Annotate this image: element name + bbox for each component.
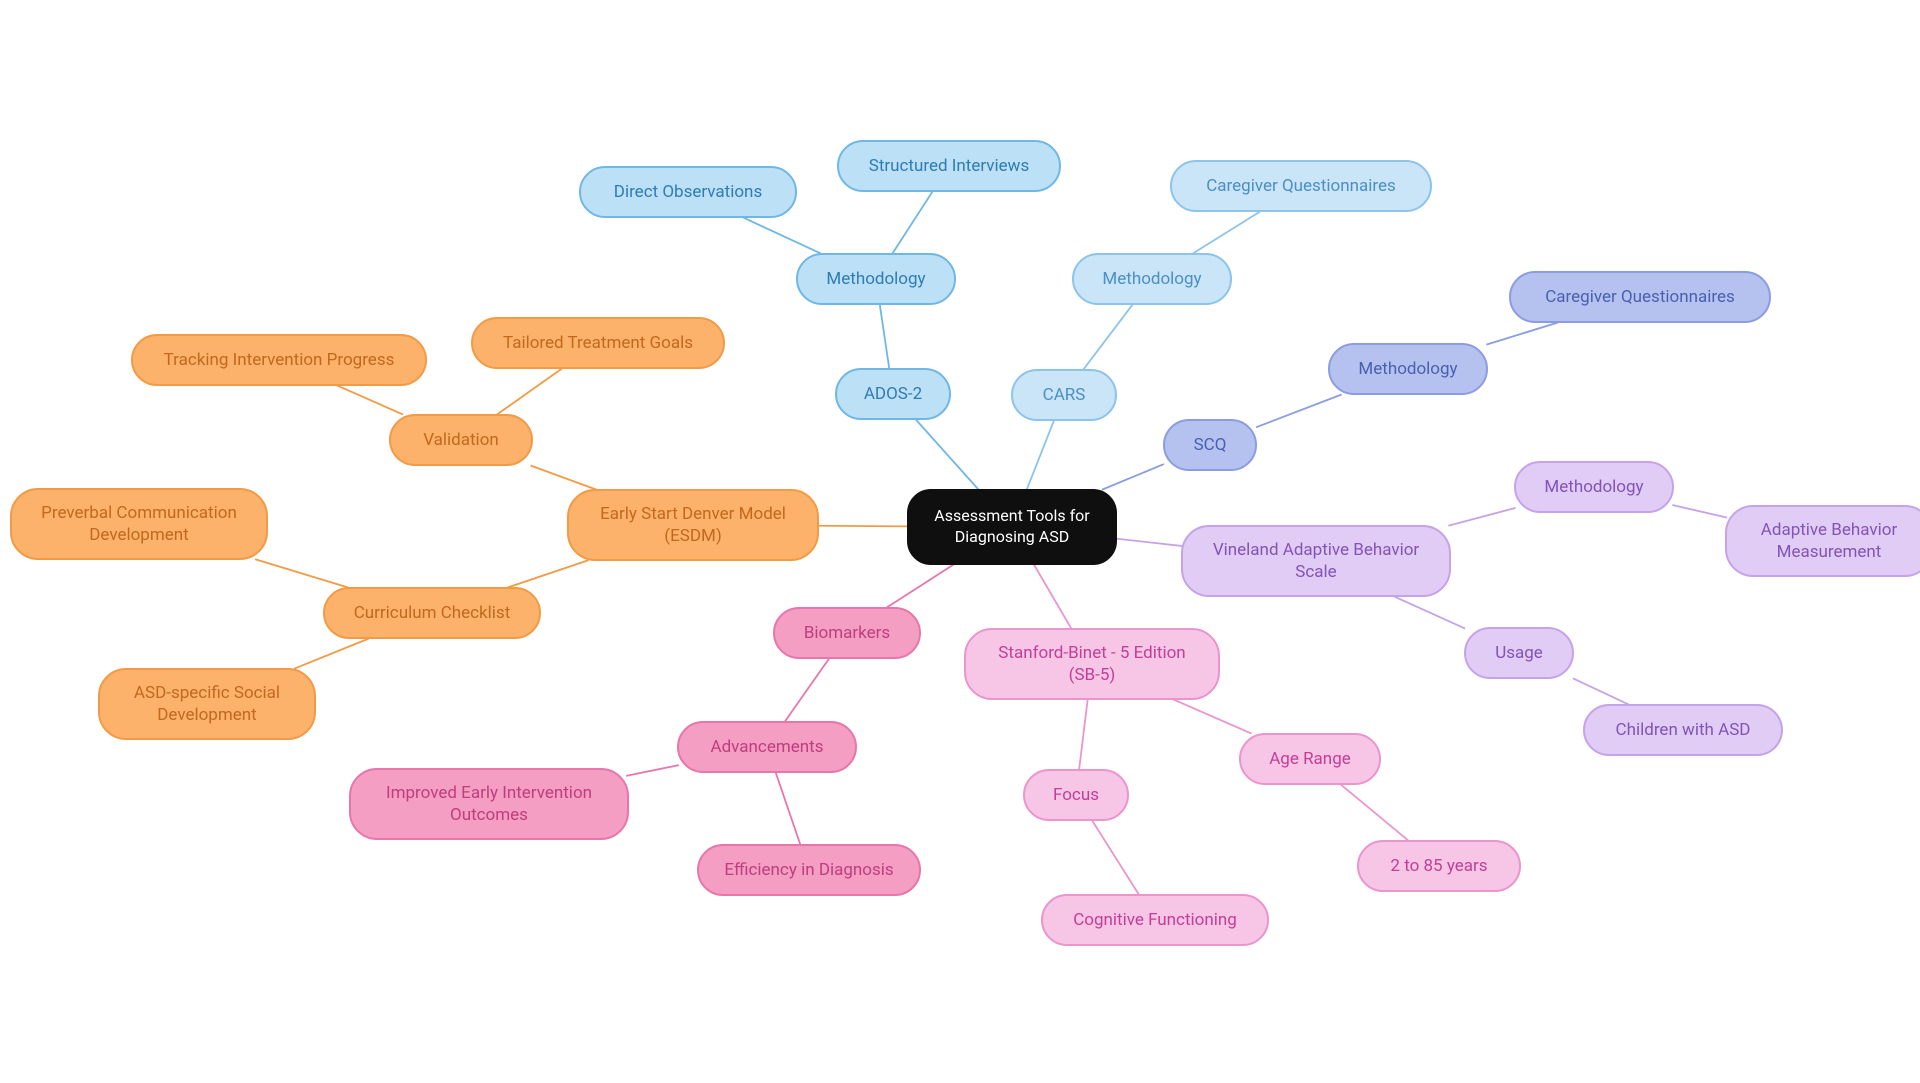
- edge: [1193, 211, 1260, 253]
- node-label: Usage: [1495, 642, 1543, 664]
- edge: [785, 658, 829, 721]
- node-label: Structured Interviews: [869, 155, 1029, 177]
- edge: [887, 564, 954, 607]
- node-vineland: Vineland Adaptive Behavior Scale: [1181, 525, 1451, 597]
- mindmap-canvas: Assessment Tools for Diagnosing ASD ADOS-…: [0, 0, 1920, 1083]
- node-label: Tailored Treatment Goals: [503, 332, 693, 354]
- edge: [1034, 564, 1072, 628]
- node-bio: Biomarkers: [773, 607, 921, 659]
- node-ados2-struct: Structured Interviews: [837, 140, 1061, 192]
- edge: [743, 217, 821, 253]
- root-node: Assessment Tools for Diagnosing ASD: [907, 489, 1117, 565]
- node-label: Tracking Intervention Progress: [164, 349, 395, 371]
- edge: [1672, 505, 1727, 518]
- node-sb5-ageval: 2 to 85 years: [1357, 840, 1521, 892]
- edge: [1092, 820, 1139, 894]
- node-label: Biomarkers: [804, 622, 890, 644]
- node-vine-children: Children with ASD: [1583, 704, 1783, 756]
- edge: [1079, 699, 1088, 769]
- node-esdm-check: Curriculum Checklist: [323, 587, 541, 639]
- node-label: Early Start Denver Model (ESDM): [600, 503, 786, 547]
- node-label: Assessment Tools for Diagnosing ASD: [934, 506, 1089, 548]
- node-label: Methodology: [826, 268, 925, 290]
- node-vine-adapt: Adaptive Behavior Measurement: [1725, 505, 1920, 577]
- edge: [508, 560, 589, 587]
- node-label: Direct Observations: [614, 181, 762, 203]
- edge: [1394, 596, 1465, 628]
- node-label: Improved Early Intervention Outcomes: [386, 782, 592, 826]
- edge: [255, 559, 348, 587]
- node-esdm-val: Validation: [389, 414, 533, 466]
- edge: [1486, 322, 1557, 344]
- node-ados2-direct: Direct Observations: [579, 166, 797, 218]
- node-label: Caregiver Questionnaires: [1545, 286, 1735, 308]
- edge: [1341, 784, 1409, 840]
- node-label: Vineland Adaptive Behavior Scale: [1213, 539, 1419, 583]
- node-cars-careg: Caregiver Questionnaires: [1170, 160, 1432, 212]
- node-ados2-meth: Methodology: [796, 253, 956, 305]
- edge: [294, 638, 369, 668]
- edge: [816, 526, 909, 527]
- node-label: Methodology: [1102, 268, 1201, 290]
- node-bio-eff: Efficiency in Diagnosis: [697, 844, 921, 896]
- node-label: Stanford-Binet - 5 Edition (SB-5): [998, 642, 1185, 686]
- edge: [1115, 539, 1184, 547]
- node-bio-adv: Advancements: [677, 721, 857, 773]
- node-label: SCQ: [1194, 434, 1227, 456]
- node-label: 2 to 85 years: [1390, 855, 1487, 877]
- edge: [337, 385, 403, 414]
- node-esdm-goals: Tailored Treatment Goals: [471, 317, 725, 369]
- node-cars-meth: Methodology: [1072, 253, 1232, 305]
- edge: [1102, 464, 1164, 490]
- node-scq: SCQ: [1163, 419, 1257, 471]
- edge: [880, 304, 889, 368]
- node-sb5-age: Age Range: [1239, 733, 1381, 785]
- node-label: ADOS-2: [864, 383, 922, 405]
- edge: [1173, 699, 1252, 733]
- node-bio-early: Improved Early Intervention Outcomes: [349, 768, 629, 840]
- edge: [1083, 304, 1132, 369]
- node-label: Caregiver Questionnaires: [1206, 175, 1396, 197]
- node-label: ASD-specific Social Development: [134, 682, 280, 726]
- node-label: Methodology: [1358, 358, 1457, 380]
- edge: [531, 465, 597, 489]
- node-label: Advancements: [711, 736, 824, 758]
- node-label: Efficiency in Diagnosis: [724, 859, 893, 881]
- edge: [1027, 420, 1054, 489]
- node-label: Adaptive Behavior Measurement: [1761, 519, 1897, 563]
- edge: [497, 368, 562, 414]
- node-sb5: Stanford-Binet - 5 Edition (SB-5): [964, 628, 1220, 700]
- node-label: Validation: [423, 429, 499, 451]
- edge: [1448, 508, 1515, 526]
- node-label: Preverbal Communication Development: [41, 502, 237, 546]
- node-label: Curriculum Checklist: [354, 602, 511, 624]
- edge: [892, 191, 932, 253]
- node-esdm-social: ASD-specific Social Development: [98, 668, 316, 740]
- node-vine-usage: Usage: [1464, 627, 1574, 679]
- node-ados2: ADOS-2: [835, 368, 951, 420]
- node-label: CARS: [1043, 384, 1086, 406]
- edge: [916, 419, 979, 489]
- edge: [1573, 678, 1629, 704]
- node-label: Cognitive Functioning: [1073, 909, 1237, 931]
- node-label: Age Range: [1269, 748, 1351, 770]
- node-esdm-track: Tracking Intervention Progress: [131, 334, 427, 386]
- node-scq-careg: Caregiver Questionnaires: [1509, 271, 1771, 323]
- node-sb5-cog: Cognitive Functioning: [1041, 894, 1269, 946]
- node-cars: CARS: [1011, 369, 1117, 421]
- node-scq-meth: Methodology: [1328, 343, 1488, 395]
- node-esdm-prev: Preverbal Communication Development: [10, 488, 268, 560]
- node-label: Methodology: [1544, 476, 1643, 498]
- node-label: Focus: [1053, 784, 1099, 806]
- node-vine-meth: Methodology: [1514, 461, 1674, 513]
- edge: [626, 765, 679, 776]
- edge: [1256, 394, 1342, 427]
- edge: [776, 772, 801, 844]
- node-sb5-focus: Focus: [1023, 769, 1129, 821]
- node-label: Children with ASD: [1616, 719, 1751, 741]
- node-esdm: Early Start Denver Model (ESDM): [567, 489, 819, 561]
